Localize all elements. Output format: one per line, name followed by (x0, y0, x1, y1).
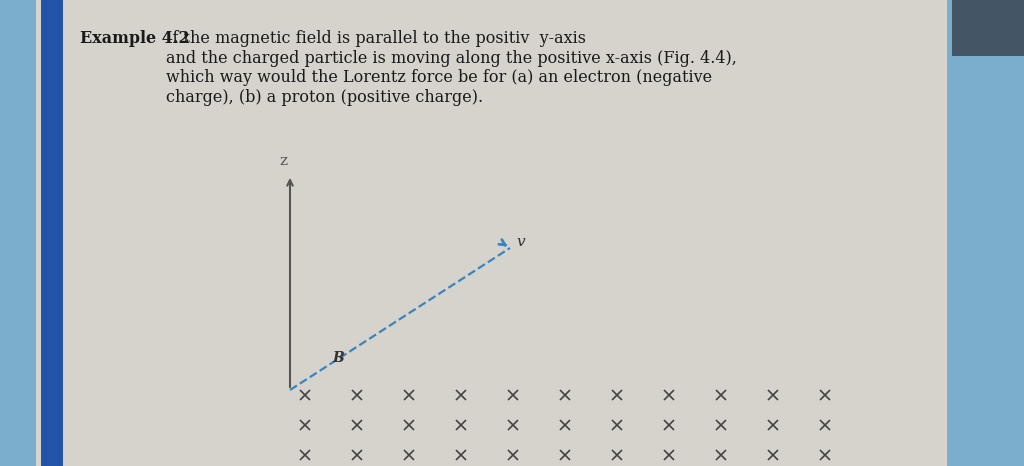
Text: If the magnetic field is parallel to the positiv  y-axis
and the charged particl: If the magnetic field is parallel to the… (166, 30, 736, 106)
FancyBboxPatch shape (36, 0, 947, 466)
Text: v: v (516, 235, 524, 249)
Bar (952, 0, 1024, 56)
Bar (41, 0, 63, 466)
Text: Example 4.2: Example 4.2 (80, 30, 189, 47)
Text: B: B (332, 351, 344, 365)
Text: z: z (279, 154, 287, 168)
